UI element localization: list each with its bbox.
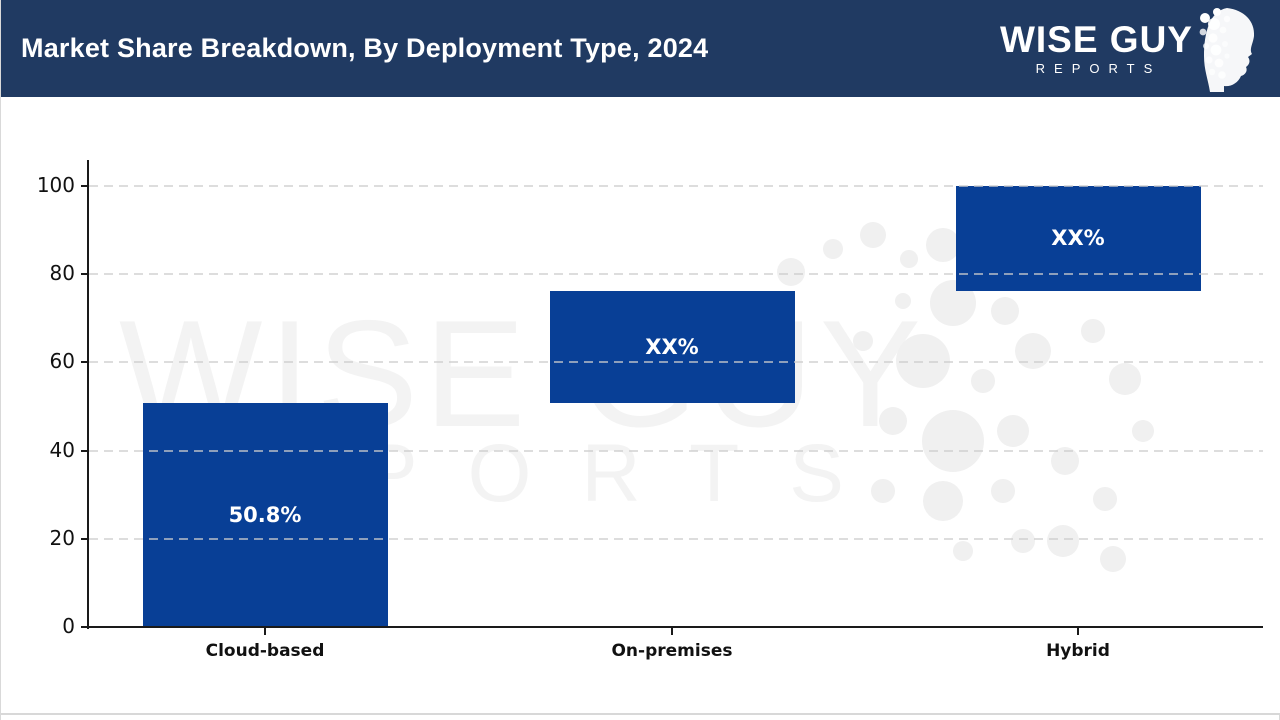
watermark-dot [1132,420,1154,442]
y-tick-label: 80 [49,261,75,286]
watermark-dot [1100,546,1126,572]
watermark-dot [1015,333,1051,369]
gridline [89,273,1263,276]
watermark-dot [926,228,960,262]
y-axis-line [87,160,89,629]
y-tick [81,273,89,276]
y-tick-label: 20 [49,525,75,550]
bar-value-label: 50.8% [228,502,302,527]
watermark-dot [953,541,973,561]
watermark-dot [991,479,1015,503]
watermark-dot [991,297,1019,325]
y-tick [81,537,89,540]
y-tick-label: 60 [49,349,75,374]
watermark-dot [923,481,963,521]
bar-on-premises: XX% [549,290,795,403]
y-tick [81,185,89,187]
watermark-dot [871,479,895,503]
bar-value-label: XX% [1051,226,1105,251]
x-category-label: Cloud-based [205,641,325,661]
x-category-label: On-premises [611,641,733,661]
watermark-dot [971,369,995,393]
watermark-dot [895,293,911,309]
gridline [89,361,1263,364]
watermark-dot [997,415,1029,447]
bar-cloud-based: 50.8% [142,402,388,627]
x-tick [264,627,266,635]
watermark-dot [900,250,918,268]
chart-area: WISE GUY REPORTS 0 20 40 60 80 100 50.8% Cloud-… [1,97,1280,714]
page-title: Market Share Breakdown, By Deployment Ty… [21,33,709,63]
logo-wordmark: WISE GUY REPORTS [1000,21,1193,76]
y-tick-label: 100 [36,173,75,197]
bar-hybrid: XX% [955,186,1201,291]
gridline [89,449,1263,452]
logo-face-icon [1199,7,1255,92]
watermark-dot [1047,525,1079,557]
gridline [89,537,1263,540]
logo-wordmark-line2: REPORTS [1035,61,1162,76]
wiseguy-logo: WISE GUY REPORTS [1000,6,1261,92]
bottom-divider [1,713,1280,715]
x-axis-line [87,626,1263,628]
watermark-dot [1011,529,1035,553]
watermark-dot [777,258,805,286]
bar-value-label: XX% [645,334,699,359]
header: Market Share Breakdown, By Deployment Ty… [1,0,1280,97]
watermark-dot [1093,487,1117,511]
x-tick [671,627,673,635]
gridline [89,185,1263,187]
watermark-dot [1081,319,1105,343]
watermark-dot [860,222,886,248]
y-tick-label: 40 [49,437,75,462]
logo-wordmark-line1: WISE GUY [999,19,1193,60]
watermark-dot [896,334,950,388]
watermark-dot [922,410,984,472]
x-tick [1077,627,1079,635]
y-tick-label: 0 [62,614,75,638]
watermark-dot [1051,447,1079,475]
y-tick [81,449,89,452]
watermark-dot [853,331,873,351]
y-tick [81,626,89,628]
x-category-label: Hybrid [1046,641,1110,661]
watermark-dot [1109,363,1141,395]
y-tick [81,361,89,364]
watermark-dot [879,407,907,435]
watermark-dot [823,239,843,259]
